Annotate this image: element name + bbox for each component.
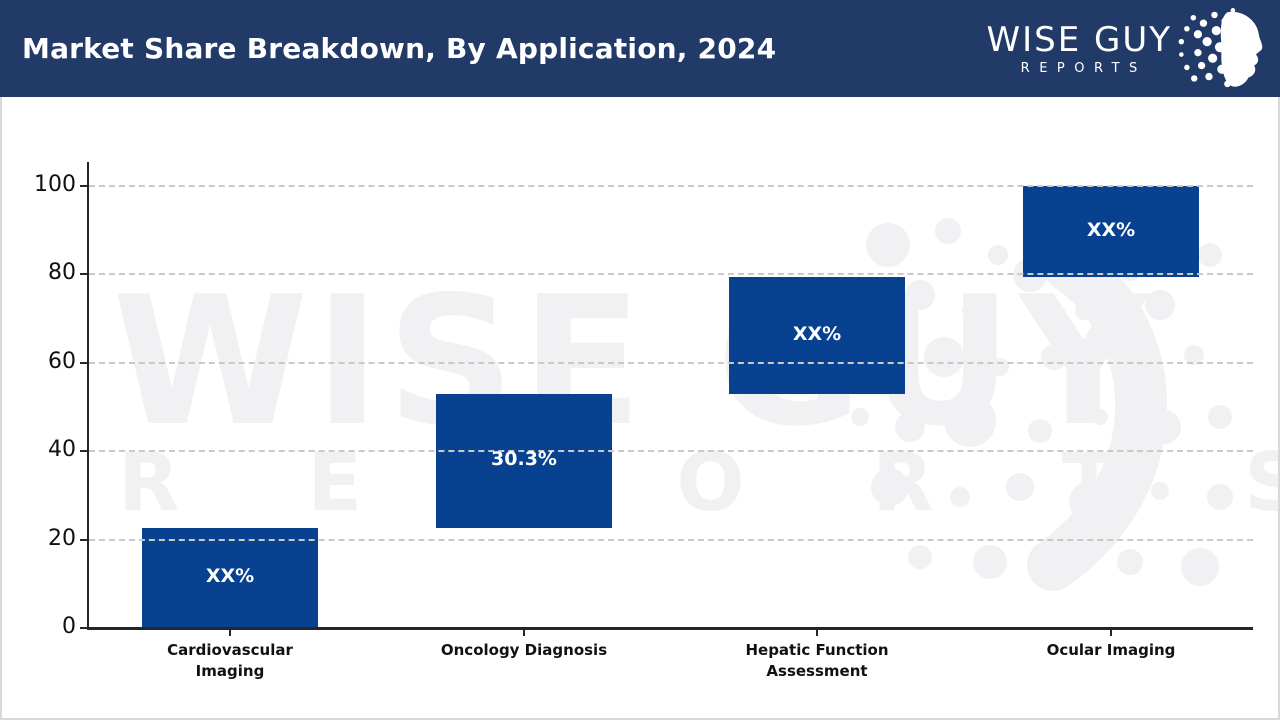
- x-category-label-line: Ocular Imaging: [1046, 641, 1176, 659]
- y-tick-mark: [80, 538, 88, 541]
- x-category-label: Hepatic Function Assessment: [677, 640, 957, 682]
- bar-value-label: XX%: [792, 322, 842, 345]
- brand-reports-label: REPORTS: [1020, 60, 1147, 76]
- bar-value-label: XX%: [1086, 218, 1136, 241]
- brand-logo-text: WISE GUY REPORTS: [986, 23, 1172, 75]
- gridline: [89, 361, 1253, 364]
- y-tick-mark: [80, 450, 88, 453]
- x-axis-line: [87, 627, 1253, 630]
- y-tick-label: 40: [48, 437, 76, 463]
- gridline: [89, 450, 1253, 453]
- bar-value-label: XX%: [205, 564, 255, 587]
- bar-value-label: 30.3%: [491, 447, 557, 470]
- bar-segment: [729, 277, 905, 394]
- brand-head-icon: [1178, 7, 1263, 87]
- gridline: [89, 273, 1253, 276]
- bar-segment: [1023, 186, 1199, 278]
- x-category-label-line: Cardiovascular: [167, 641, 293, 659]
- bar-segment: [142, 527, 318, 628]
- brand-name-label: WISE GUY: [986, 19, 1172, 60]
- x-category-label: Ocular Imaging: [971, 640, 1251, 661]
- x-category-label-line: Imaging: [195, 662, 265, 680]
- y-tick-label: 60: [48, 348, 76, 374]
- y-axis-spine: [87, 162, 89, 629]
- x-category-label-line: Oncology Diagnosis: [440, 641, 608, 659]
- gridline: [89, 185, 1253, 187]
- y-tick-mark: [80, 361, 88, 364]
- gridline: [89, 538, 1253, 541]
- x-category-label-line: Hepatic Function: [745, 641, 889, 659]
- y-tick-label: 100: [34, 172, 76, 197]
- x-category-label-line: Assessment: [766, 662, 868, 680]
- x-tick-mark: [229, 629, 231, 636]
- y-tick-label: 20: [48, 525, 76, 551]
- y-tick-mark: [80, 273, 88, 276]
- x-category-label: Cardiovascular Imaging: [90, 640, 370, 682]
- y-tick-label: 0: [62, 614, 76, 639]
- x-tick-mark: [1110, 629, 1112, 636]
- bar-segment: [436, 393, 612, 528]
- x-tick-mark: [816, 629, 818, 636]
- y-tick-label: 80: [48, 260, 76, 286]
- y-tick-mark: [80, 627, 88, 629]
- header-bar: Market Share Breakdown, By Application, …: [0, 0, 1280, 97]
- x-category-label: Oncology Diagnosis: [384, 640, 664, 661]
- page-title: Market Share Breakdown, By Application, …: [22, 32, 777, 65]
- x-tick-mark: [523, 629, 525, 636]
- y-tick-mark: [80, 185, 88, 187]
- brand-logo: WISE GUY REPORTS: [986, 5, 1280, 93]
